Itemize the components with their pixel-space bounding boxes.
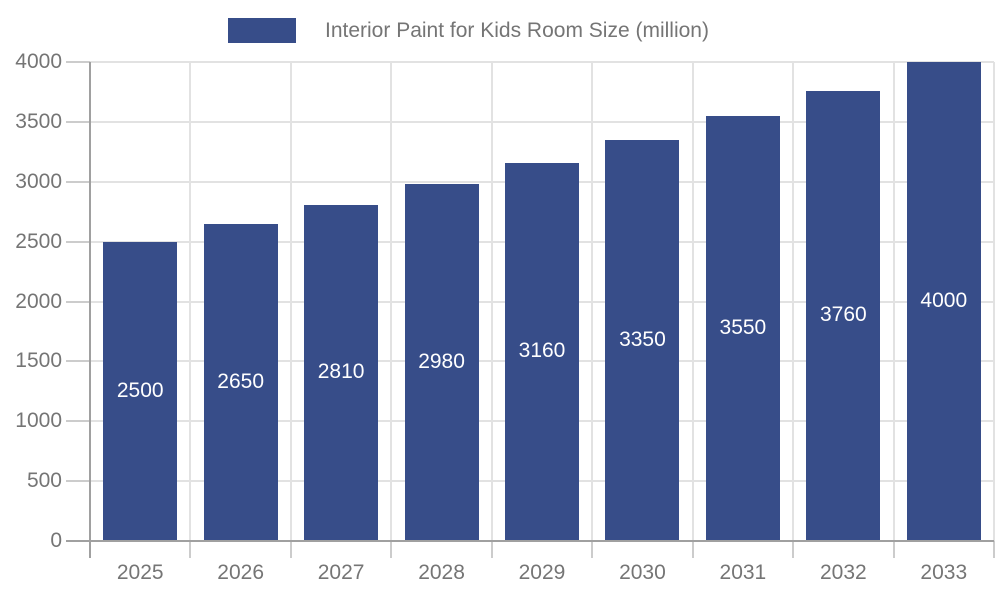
y-axis-tick <box>66 480 90 483</box>
vertical-gridline <box>892 62 895 541</box>
horizontal-gridline <box>90 120 994 123</box>
x-axis-label: 2029 <box>518 561 566 584</box>
bar-2025: 2500 <box>103 242 178 541</box>
x-axis-line <box>66 540 994 542</box>
x-axis-label: 2031 <box>719 561 767 584</box>
x-axis-label: 2033 <box>920 561 968 584</box>
legend-label: Interior Paint for Kids Room Size (milli… <box>325 19 709 42</box>
y-axis-label: 2000 <box>15 289 62 313</box>
x-axis-tick <box>289 541 292 558</box>
x-axis-tick <box>792 541 795 558</box>
x-axis-tick <box>390 541 393 558</box>
x-axis-tick <box>892 541 895 558</box>
bar-value-label: 2650 <box>217 369 265 393</box>
y-axis-tick <box>66 240 90 243</box>
x-axis-label: 2028 <box>418 561 465 584</box>
vertical-gridline <box>289 62 292 541</box>
vertical-gridline <box>792 62 795 541</box>
y-axis-label: 3500 <box>15 109 62 133</box>
bar-value-label: 4000 <box>920 288 968 312</box>
y-axis-label: 3000 <box>15 169 62 193</box>
vertical-gridline <box>189 62 192 541</box>
bar-value-label: 3160 <box>518 339 566 362</box>
vertical-gridline <box>390 62 393 541</box>
bar-2028: 2980 <box>404 184 479 541</box>
y-axis-label: 2500 <box>15 229 62 253</box>
x-axis-label: 2027 <box>317 561 365 584</box>
x-axis-tick <box>490 541 493 558</box>
bar-2027: 2810 <box>304 205 379 541</box>
x-axis-tick <box>189 541 192 558</box>
bar-2033: 4000 <box>906 62 981 541</box>
x-axis-tick <box>591 541 594 558</box>
y-axis-line <box>89 62 91 558</box>
bar-value-label: 3550 <box>719 315 767 339</box>
vertical-gridline <box>691 62 694 541</box>
bar-value-label: 2980 <box>418 349 465 373</box>
y-axis-label: 4000 <box>15 50 62 73</box>
y-axis-label: 500 <box>26 469 62 493</box>
bar-2026: 2650 <box>203 224 278 541</box>
bar-value-label: 3350 <box>619 327 666 351</box>
bar-2031: 3550 <box>705 116 780 541</box>
bar-value-label: 3760 <box>819 303 867 326</box>
bar-value-label: 2810 <box>317 360 365 383</box>
y-axis-label: 1000 <box>15 409 62 433</box>
legend-item[interactable]: Interior Paint for Kids Room Size (milli… <box>228 17 709 44</box>
vertical-gridline <box>490 62 493 541</box>
vertical-gridline <box>993 62 995 541</box>
vertical-gridline <box>591 62 594 541</box>
y-axis-tick <box>66 360 90 363</box>
x-axis-tick <box>691 541 694 558</box>
x-axis-label: 2026 <box>217 561 265 584</box>
y-axis-tick <box>66 300 90 303</box>
x-axis-label: 2032 <box>819 561 867 584</box>
y-axis-tick <box>66 420 90 423</box>
y-axis-label: 1500 <box>15 349 62 373</box>
x-axis-label: 2030 <box>619 561 666 584</box>
y-axis-tick <box>66 120 90 123</box>
legend-swatch-icon <box>228 18 296 43</box>
bar-2029: 3160 <box>505 163 579 541</box>
y-axis-tick <box>66 180 90 183</box>
bar-2032: 3760 <box>806 91 881 541</box>
bar-2030: 3350 <box>605 140 680 541</box>
y-axis-tick <box>66 61 90 63</box>
horizontal-gridline <box>90 61 994 63</box>
x-axis-label: 2025 <box>116 561 164 584</box>
y-axis-label: 0 <box>50 529 62 552</box>
x-axis-tick <box>993 541 995 558</box>
bar-value-label: 2500 <box>116 378 164 402</box>
